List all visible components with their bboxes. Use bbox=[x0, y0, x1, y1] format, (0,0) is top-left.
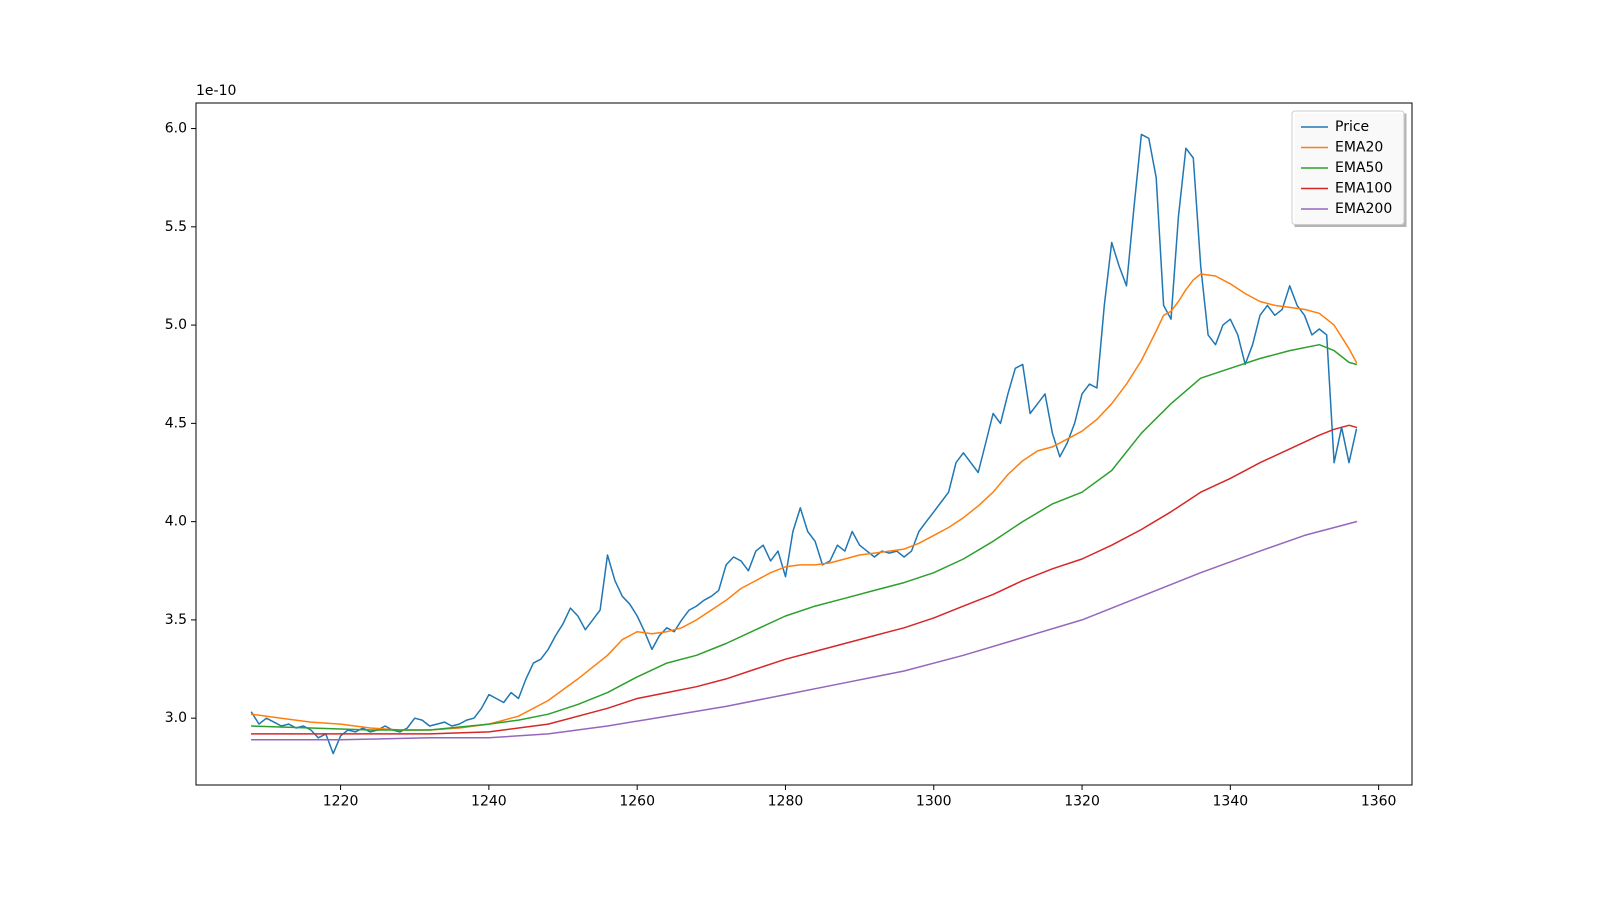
x-tick-label: 1320 bbox=[1064, 794, 1100, 810]
y-tick-label: 6.0 bbox=[165, 121, 187, 137]
axes-frame bbox=[195, 102, 1413, 786]
x-tick-label: 1280 bbox=[768, 794, 804, 810]
y-tick-label: 3.0 bbox=[165, 710, 187, 726]
series-line-ema20 bbox=[250, 273, 1358, 731]
y-tick-label: 4.5 bbox=[165, 415, 187, 431]
x-tick-label: 1340 bbox=[1213, 794, 1249, 810]
y-tick-label: 4.0 bbox=[165, 514, 187, 530]
y-tick-label: 5.0 bbox=[165, 317, 187, 333]
x-tick-label: 1240 bbox=[471, 794, 507, 810]
legend-label-ema20: EMA20 bbox=[1335, 140, 1383, 156]
series-line-price bbox=[250, 133, 1358, 755]
legend-label-ema50: EMA50 bbox=[1335, 160, 1383, 176]
y-tick-label: 3.5 bbox=[165, 612, 187, 628]
y-axis-offset-label: 1e-10 bbox=[196, 83, 237, 99]
legend-label-price: Price bbox=[1335, 119, 1369, 135]
x-tick-label: 1300 bbox=[916, 794, 952, 810]
legend-label-ema100: EMA100 bbox=[1335, 181, 1392, 197]
series-line-ema50 bbox=[250, 343, 1358, 731]
x-tick-label: 1360 bbox=[1361, 794, 1397, 810]
series-line-ema200 bbox=[250, 520, 1358, 741]
legend-label-ema200: EMA200 bbox=[1335, 201, 1392, 217]
x-tick-label: 1260 bbox=[619, 794, 655, 810]
legend-box bbox=[1291, 110, 1405, 225]
series-line-ema100 bbox=[250, 424, 1358, 735]
y-tick-label: 5.5 bbox=[165, 219, 187, 235]
x-tick-label: 1220 bbox=[323, 794, 359, 810]
